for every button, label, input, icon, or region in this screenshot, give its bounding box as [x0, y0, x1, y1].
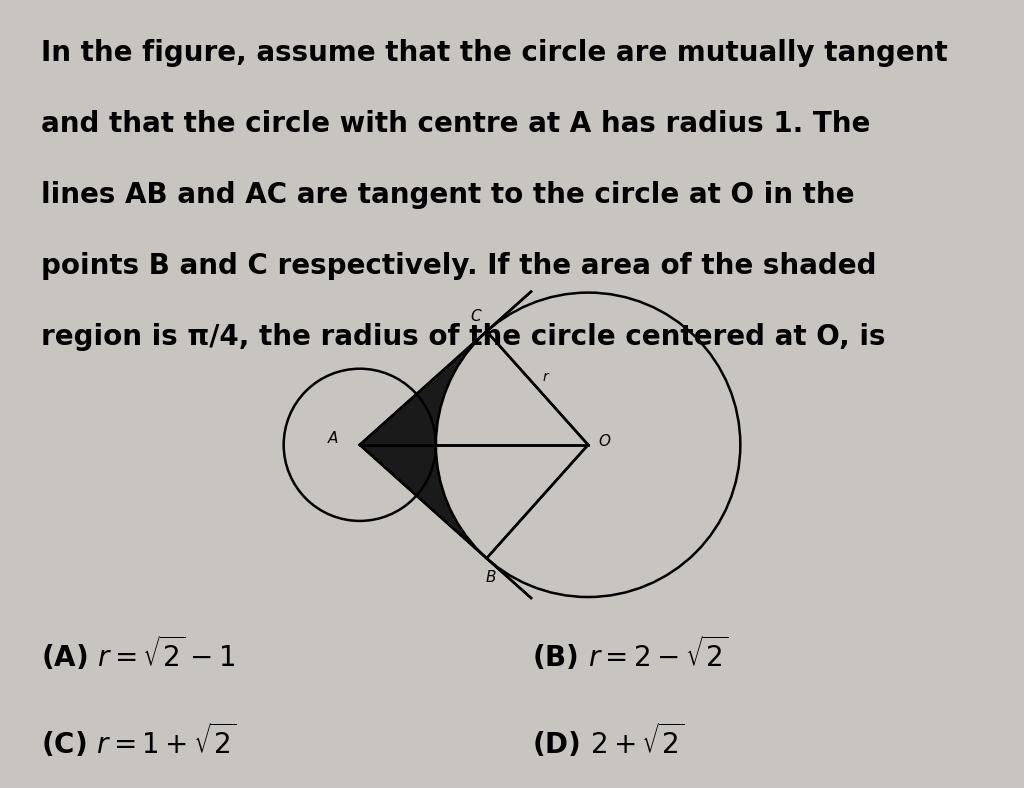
Text: A: A — [328, 431, 338, 446]
Text: (B) $r = 2 - \sqrt{2}$: (B) $r = 2 - \sqrt{2}$ — [532, 634, 729, 674]
Text: O: O — [599, 433, 611, 448]
Text: (A) $r = \sqrt{2} - 1$: (A) $r = \sqrt{2} - 1$ — [41, 634, 234, 674]
Polygon shape — [359, 332, 486, 558]
Text: lines AB and AC are tangent to the circle at O in the: lines AB and AC are tangent to the circl… — [41, 181, 854, 210]
Text: C: C — [470, 309, 480, 324]
Text: (D) $2 + \sqrt{2}$: (D) $2 + \sqrt{2}$ — [532, 721, 685, 760]
Text: and that the circle with centre at A has radius 1. The: and that the circle with centre at A has… — [41, 110, 870, 139]
Text: r: r — [542, 370, 548, 384]
Text: B: B — [485, 570, 496, 585]
Text: In the figure, assume that the circle are mutually tangent: In the figure, assume that the circle ar… — [41, 39, 947, 68]
Text: (C) $r = 1 + \sqrt{2}$: (C) $r = 1 + \sqrt{2}$ — [41, 721, 237, 760]
Text: points B and C respectively. If the area of the shaded: points B and C respectively. If the area… — [41, 252, 877, 281]
Text: region is π/4, the radius of the circle centered at O, is: region is π/4, the radius of the circle … — [41, 323, 886, 351]
